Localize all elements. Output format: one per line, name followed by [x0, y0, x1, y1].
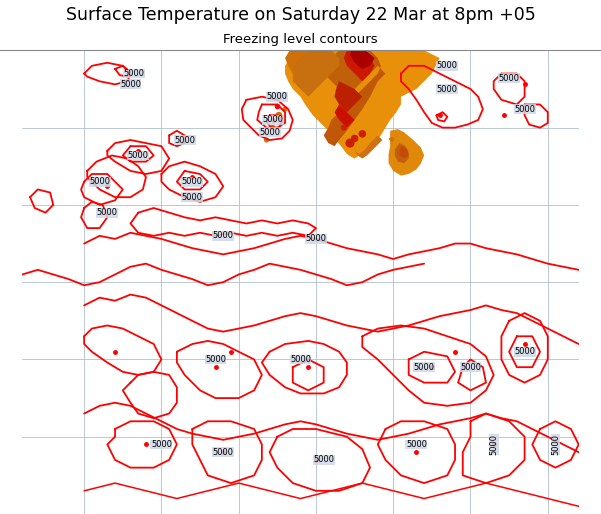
- Polygon shape: [389, 129, 424, 176]
- Text: 5000: 5000: [120, 80, 141, 89]
- Text: 5000: 5000: [406, 440, 427, 449]
- Polygon shape: [293, 50, 339, 97]
- Text: 5000: 5000: [313, 455, 334, 465]
- Polygon shape: [344, 50, 374, 81]
- Polygon shape: [324, 50, 378, 97]
- Polygon shape: [355, 135, 382, 158]
- Text: 5000: 5000: [514, 347, 535, 356]
- Text: 5000: 5000: [499, 74, 520, 83]
- Text: 5000: 5000: [460, 363, 481, 372]
- Text: 5000: 5000: [437, 61, 458, 70]
- Polygon shape: [389, 137, 395, 141]
- Text: 5000: 5000: [123, 69, 144, 78]
- Circle shape: [359, 131, 365, 137]
- Circle shape: [341, 125, 346, 130]
- Polygon shape: [285, 50, 439, 158]
- Circle shape: [276, 113, 282, 118]
- Polygon shape: [335, 81, 362, 112]
- Text: 5000: 5000: [97, 208, 118, 217]
- Text: 5000: 5000: [290, 355, 311, 364]
- Circle shape: [270, 125, 275, 130]
- Circle shape: [264, 138, 269, 142]
- Text: 5000: 5000: [489, 434, 498, 455]
- Text: 5000: 5000: [182, 193, 203, 201]
- Polygon shape: [350, 50, 374, 69]
- Polygon shape: [395, 143, 409, 163]
- Text: Surface Temperature on Saturday 22 Mar at 8pm +05: Surface Temperature on Saturday 22 Mar a…: [66, 6, 535, 24]
- Text: 5000: 5000: [267, 92, 288, 101]
- Polygon shape: [324, 50, 385, 146]
- Circle shape: [346, 139, 354, 147]
- Text: 5000: 5000: [259, 128, 280, 137]
- Text: 5000: 5000: [213, 231, 234, 241]
- Text: 5000: 5000: [514, 104, 535, 114]
- Text: 5000: 5000: [182, 177, 203, 186]
- Text: 5000: 5000: [89, 177, 110, 186]
- Text: Freezing level contours: Freezing level contours: [223, 33, 378, 46]
- Text: 5000: 5000: [437, 84, 458, 94]
- Text: 5000: 5000: [262, 116, 283, 124]
- Text: 5000: 5000: [151, 440, 172, 449]
- Circle shape: [352, 135, 358, 141]
- Text: 5000: 5000: [213, 448, 234, 456]
- Text: 5000: 5000: [205, 355, 226, 364]
- Polygon shape: [335, 104, 355, 127]
- Text: 5000: 5000: [128, 151, 148, 160]
- Text: 5000: 5000: [305, 234, 326, 244]
- Text: 5000: 5000: [551, 434, 560, 455]
- Polygon shape: [400, 146, 409, 158]
- Text: 5000: 5000: [174, 136, 195, 144]
- Text: 5000: 5000: [413, 363, 435, 372]
- Circle shape: [283, 107, 287, 111]
- Polygon shape: [285, 50, 324, 81]
